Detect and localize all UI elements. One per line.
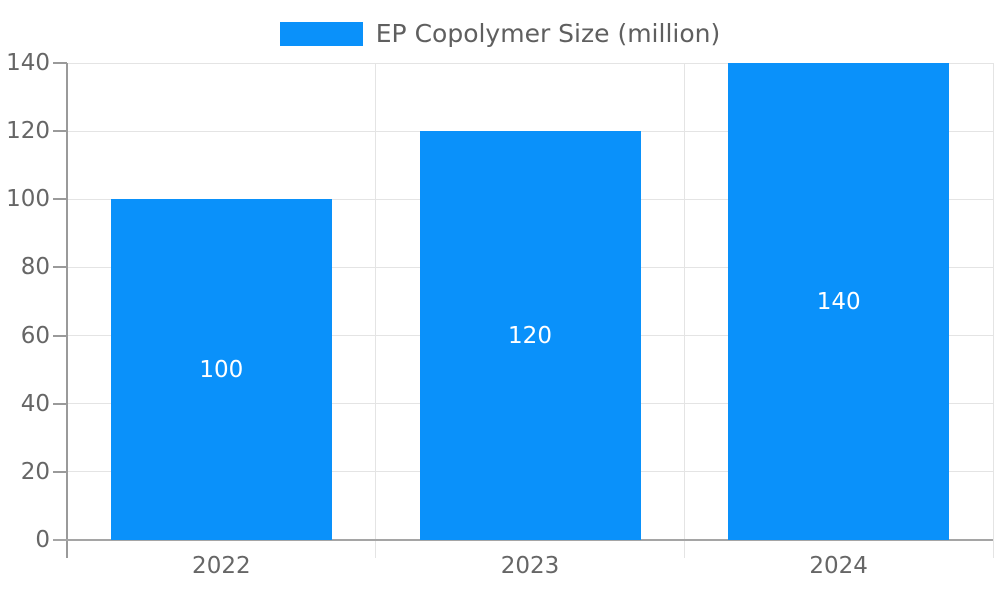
y-tick-mark	[53, 130, 67, 133]
x-tick-label: 2024	[809, 553, 868, 579]
legend-label: EP Copolymer Size (million)	[375, 19, 721, 48]
bar-value-label: 140	[816, 288, 861, 315]
x-tick-label: 2023	[500, 553, 560, 579]
x-axis-line	[53, 539, 993, 541]
plot-area: 100 120 140 0 20 40 60 80 100 120 140 2022 2023 2024	[6, 50, 994, 579]
y-tick-label: 140	[6, 50, 50, 76]
y-tick-label: 20	[20, 458, 50, 485]
bar-2024[interactable]: 140	[728, 63, 950, 540]
category-separator-line	[992, 63, 994, 558]
chart-legend[interactable]: EP Copolymer Size (million)	[0, 19, 1000, 48]
y-tick-mark	[53, 266, 67, 269]
y-tick-mark	[53, 198, 67, 201]
y-tick-label: 100	[6, 186, 50, 213]
y-tick-label: 0	[35, 527, 50, 553]
bar-value-label: 100	[199, 356, 244, 383]
y-tick-label: 80	[20, 254, 50, 281]
x-tick-label: 2022	[192, 553, 251, 579]
y-tick-mark	[53, 62, 67, 64]
y-axis-line	[66, 63, 68, 558]
y-tick-label: 60	[20, 322, 50, 349]
bar-value-label: 120	[508, 322, 552, 349]
y-tick-mark	[53, 334, 67, 337]
bar-2023[interactable]: 120	[419, 131, 641, 540]
y-tick-mark	[53, 470, 67, 473]
category-separator-line	[375, 63, 377, 558]
bar-2022[interactable]: 100	[110, 199, 332, 540]
y-tick-label: 40	[20, 390, 50, 417]
y-tick-mark	[53, 402, 67, 405]
legend-swatch	[279, 21, 363, 46]
y-tick-label: 120	[6, 118, 50, 145]
category-separator-line	[683, 63, 685, 558]
